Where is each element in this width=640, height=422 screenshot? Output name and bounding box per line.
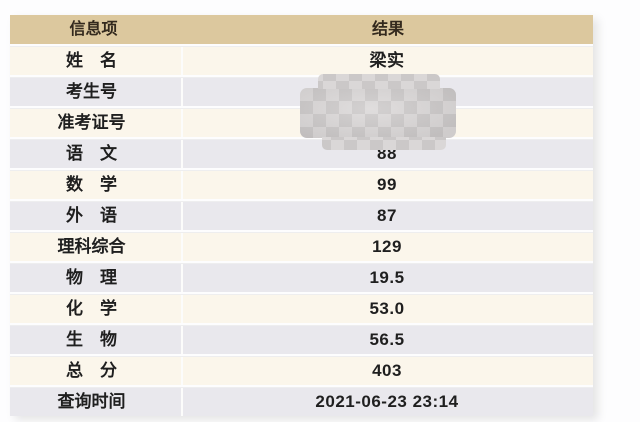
table-row: 查询时间 2021-06-23 23:14 [10, 388, 593, 416]
row-value: 99 [377, 175, 397, 194]
row-value: 梁实 [369, 51, 405, 70]
row-label: 理科综合 [10, 233, 183, 261]
header-cell-info-item: 信息项 [69, 21, 118, 38]
row-value: 87 [377, 206, 397, 225]
table-header-row: 信息项 结果 [10, 15, 593, 44]
table-row: 物 理 19.5 [10, 264, 593, 292]
row-value: 2021-06-23 23:14 [315, 392, 459, 411]
row-label: 姓 名 [10, 47, 183, 75]
row-label: 物 理 [10, 264, 183, 292]
row-label: 数 学 [10, 171, 183, 199]
table-row: 化 学 53.0 [10, 295, 593, 323]
row-label: 语 文 [10, 140, 183, 168]
table-row: 理科综合 129 [10, 233, 593, 261]
row-label: 生 物 [10, 326, 183, 354]
row-value: 19.5 [369, 268, 405, 287]
row-label: 化 学 [10, 295, 183, 323]
row-value: 129 [372, 237, 402, 256]
row-label: 总 分 [10, 357, 183, 385]
table-row: 数 学 99 [10, 171, 593, 199]
table-row: 总 分 403 [10, 357, 593, 385]
row-value: 56.5 [369, 330, 405, 349]
table-row: 外 语 87 [10, 202, 593, 230]
row-value: 403 [372, 361, 402, 380]
row-label: 考生号 [10, 78, 183, 106]
table-row: 生 物 56.5 [10, 326, 593, 354]
score-table: 信息项 结果 姓 名 梁实 考生号 准考证号 [10, 15, 593, 416]
row-label: 外 语 [10, 202, 183, 230]
table-row: 姓 名 梁实 [10, 47, 593, 75]
row-value: 53.0 [369, 299, 405, 318]
row-label: 准考证号 [10, 109, 183, 137]
header-cell-result: 结果 [371, 21, 404, 38]
row-label: 查询时间 [10, 388, 183, 416]
masked-value-mosaic [300, 74, 456, 150]
table-row: 语 文 88 [10, 140, 593, 168]
